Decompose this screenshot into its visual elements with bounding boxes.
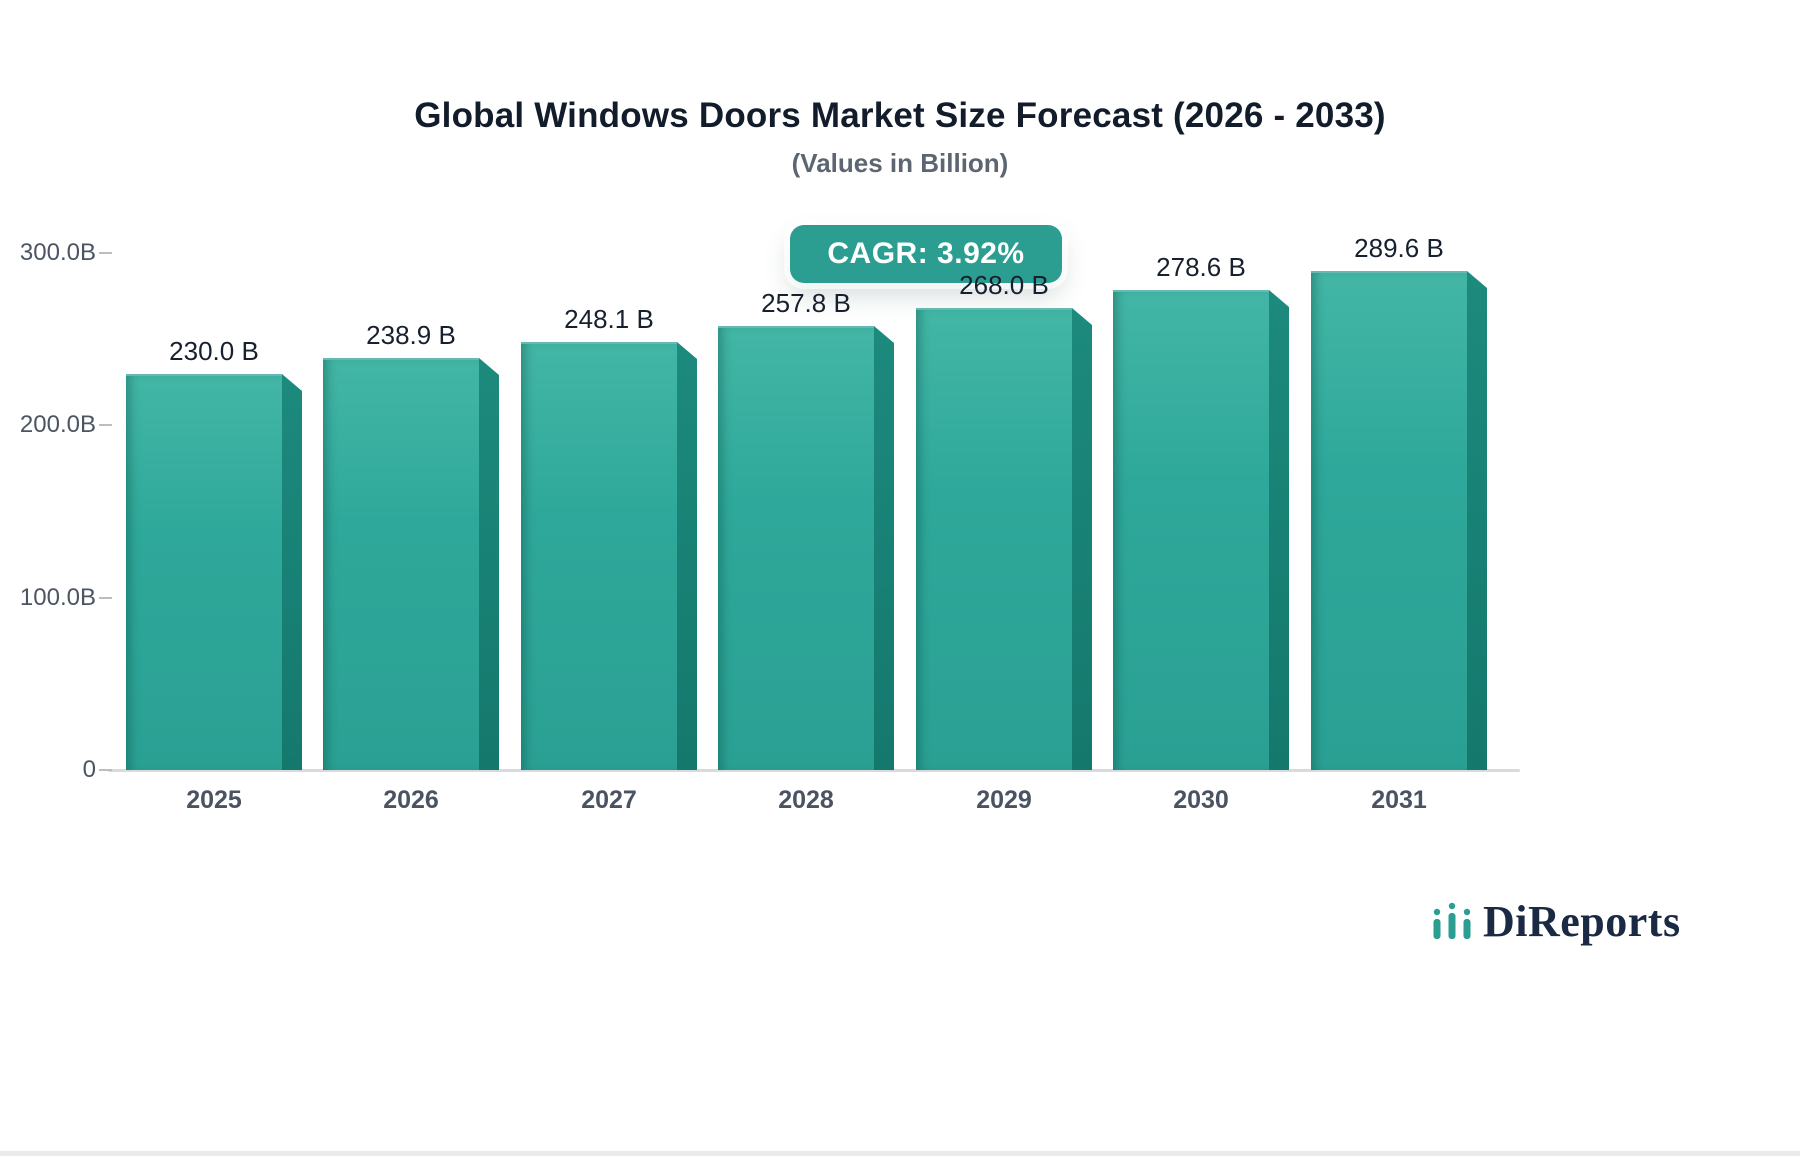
bar-group-2027: 248.1 B [521,304,697,770]
bar-side-face [874,326,894,770]
bar-chart-icon [1428,901,1476,943]
x-axis-label: 2031 [1371,786,1427,814]
bar [521,342,677,770]
y-axis-tick-label: 200.0B [19,411,96,439]
bar-side-face [1467,271,1487,770]
bar-group-2028: 257.8 B [718,288,894,770]
bar-value-label: 248.1 B [564,304,654,334]
bar-group-2029: 268.0 B [916,270,1092,770]
y-axis-tick-mark [99,424,112,427]
bar [1113,290,1269,770]
bar-group-2025: 230.0 B [126,336,302,770]
bar [126,374,282,770]
bar-side-face [1072,308,1092,770]
x-axis-label: 2030 [1173,786,1229,814]
page-title: Global Windows Doors Market Size Forecas… [414,96,1386,135]
bar-value-label: 289.6 B [1354,233,1444,263]
bar-value-label: 278.6 B [1156,252,1246,282]
x-axis-label: 2028 [778,786,834,814]
bar [323,358,479,770]
x-axis-label: 2026 [383,786,439,814]
y-axis-tick-mark [99,596,112,599]
x-axis-baseline [108,769,1520,772]
bar-group-2030: 278.6 B [1113,252,1289,770]
bar-value-label: 230.0 B [169,336,259,366]
y-axis-tick-mark [99,769,112,771]
bar-side-face [1269,290,1289,770]
bar-value-label: 238.9 B [366,320,456,350]
y-axis-tick-label: 300.0B [19,239,96,266]
bar-side-face [282,374,302,770]
x-axis-label: 2029 [976,786,1032,814]
bar-group-2031: 289.6 B [1311,233,1487,770]
x-axis-label: 2027 [581,786,637,814]
x-axis-label: 2025 [186,786,242,814]
bar-value-label: 257.8 B [761,288,851,318]
bar-side-face [479,358,499,770]
bar [1311,271,1467,770]
bottom-divider [0,1151,1800,1156]
cagr-badge: CAGR: 3.92% [790,225,1062,283]
page-subtitle: (Values in Billion) [791,148,1009,178]
bar-side-face [677,342,697,770]
brand-name: DiReports [1483,897,1681,946]
bar-group-2026: 238.9 B [323,320,499,770]
y-axis-tick-label: 100.0B [19,583,96,611]
y-axis-tick-label: 0 [82,756,96,783]
bar [718,326,874,770]
bar [916,308,1072,770]
bar-value-label: 268.0 B [959,270,1049,300]
brand-logo: DiReports [1428,896,1681,947]
y-axis-tick-mark [99,252,112,254]
